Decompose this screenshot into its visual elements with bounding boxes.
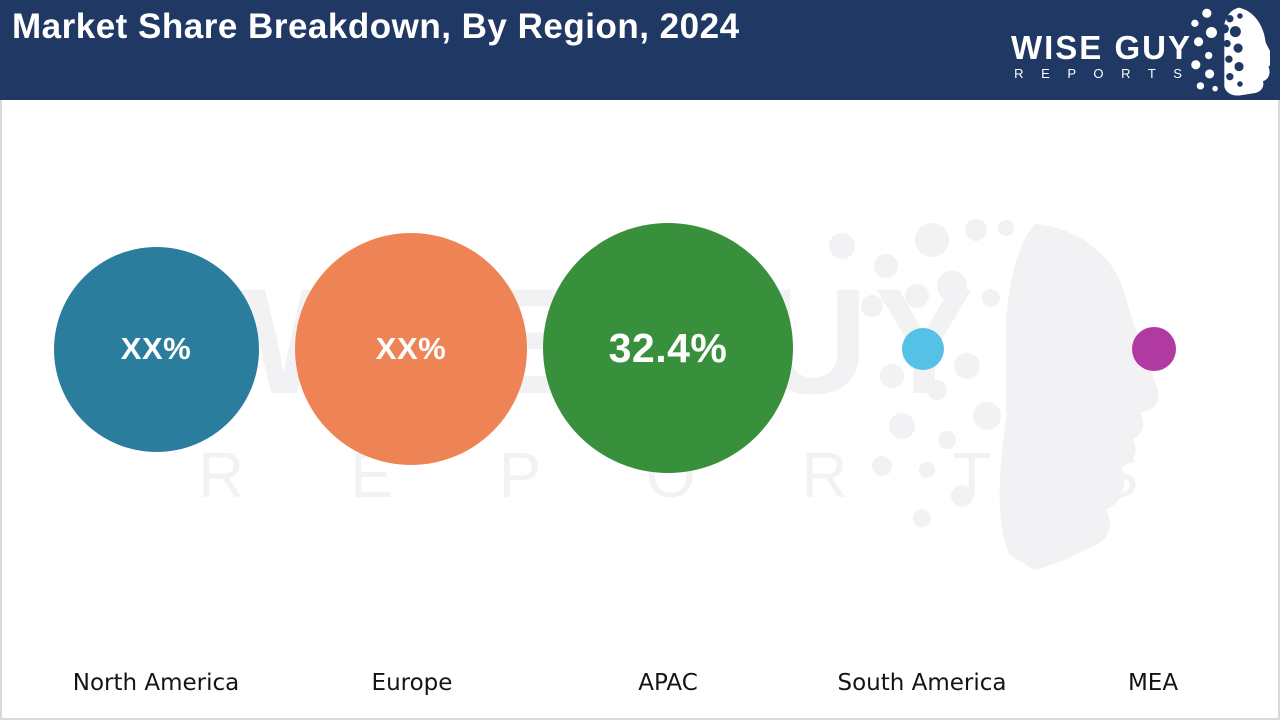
logo-head-icon: [1191, 7, 1270, 96]
logo-text: WISE GUY R E P O R T S: [1011, 31, 1192, 80]
logo-wordmark: WISE GUY: [1010, 28, 1192, 66]
category-label-south-america: South America: [837, 670, 1007, 696]
bubble-mea: [1132, 327, 1176, 371]
bubble-north-america: XX%: [53, 246, 259, 452]
category-label-north-america: North America: [72, 670, 240, 696]
category-label-apac: APAC: [638, 670, 698, 696]
chart-area: WISE GUY R E P O R T S XX% XX% 32.4% Nor…: [0, 100, 1280, 720]
logo-subtitle: R E P O R T S: [1014, 65, 1189, 81]
wise-guy-logo: WISE GUY R E P O R T S: [1011, 4, 1270, 96]
bubble-value-europe: XX%: [375, 331, 447, 366]
bubble-europe: XX%: [295, 233, 527, 465]
bubble-south-america: [902, 328, 944, 370]
page-title: Market Share Breakdown, By Region, 2024: [12, 7, 740, 46]
header-bar: Market Share Breakdown, By Region, 2024 …: [0, 0, 1280, 100]
category-label-mea: MEA: [1127, 670, 1179, 696]
category-label-europe: Europe: [371, 670, 453, 696]
bubble-value-north-america: XX%: [120, 331, 192, 366]
watermark-head-icon: [829, 219, 1159, 570]
bubble-apac: 32.4%: [543, 223, 793, 473]
bubble-value-apac: 32.4%: [608, 324, 728, 371]
